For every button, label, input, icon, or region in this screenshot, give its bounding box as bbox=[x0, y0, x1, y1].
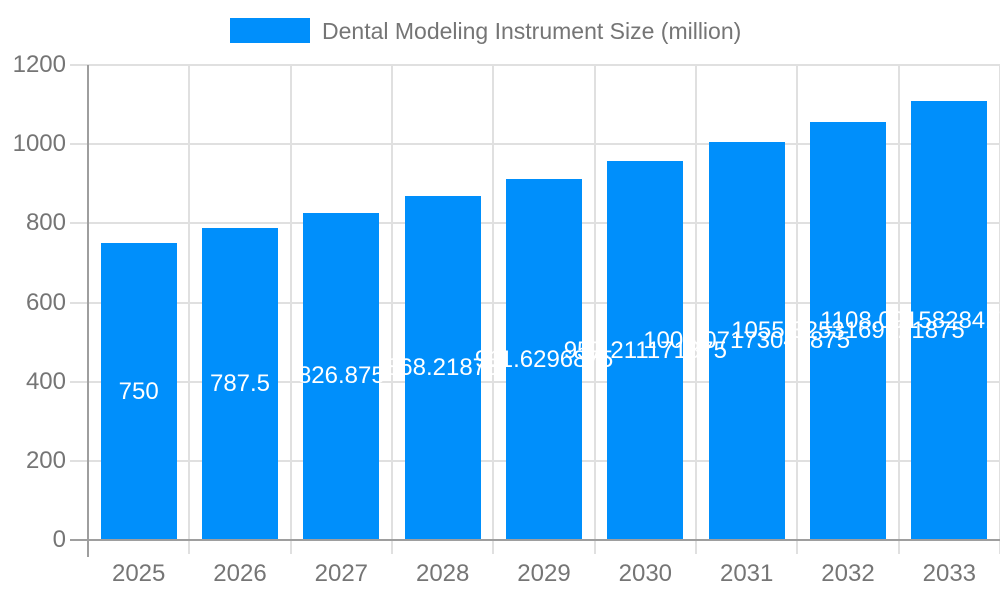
y-tick-label-600: 600 bbox=[25, 288, 66, 316]
x-tick-label-2026: 2026 bbox=[213, 560, 267, 587]
bar-2032[interactable] bbox=[810, 122, 886, 540]
y-gridline-1200 bbox=[70, 64, 1000, 66]
legend-swatch-icon[interactable] bbox=[230, 18, 310, 43]
y-axis-line bbox=[87, 65, 89, 557]
legend: Dental Modeling Instrument Size (million… bbox=[0, 0, 1000, 55]
y-tick-label-0: 0 bbox=[52, 526, 66, 553]
bar-value-label-2032: 1055.3253169921875 bbox=[731, 317, 965, 345]
x-tick-label-2029: 2029 bbox=[517, 560, 571, 587]
x-gridline-7 bbox=[796, 65, 799, 554]
x-gridline-3 bbox=[391, 65, 393, 554]
bar-value-label-2029: 911.6296875 bbox=[474, 345, 614, 373]
bar-2031[interactable] bbox=[708, 142, 785, 540]
bar-2033[interactable] bbox=[911, 101, 988, 540]
x-gridline-2 bbox=[289, 65, 292, 554]
y-tick-label-200: 200 bbox=[25, 446, 66, 474]
x-tick-label-2028: 2028 bbox=[415, 560, 470, 587]
bar-value-label-2027: 826.875 bbox=[297, 362, 385, 390]
bar-value-label-2026: 787.5 bbox=[209, 370, 271, 398]
x-tick-label-2031: 2031 bbox=[719, 560, 774, 587]
bar-value-label-2028: 868.21875 bbox=[385, 354, 500, 382]
bar-2030[interactable] bbox=[607, 161, 684, 540]
bar-2025[interactable] bbox=[100, 243, 177, 540]
x-gridline-5 bbox=[593, 65, 596, 554]
bar-2029[interactable] bbox=[506, 179, 582, 540]
y-gridline-1000 bbox=[70, 143, 1000, 146]
x-gridline-1 bbox=[188, 65, 191, 554]
y-tick-label-400: 400 bbox=[25, 367, 66, 395]
x-tick-label-2027: 2027 bbox=[314, 560, 369, 587]
bar-value-label-2033: 1108.091582841796875 bbox=[820, 306, 1000, 334]
bar-value-label-2030: 957.211171875 bbox=[563, 336, 727, 364]
x-gridline-6 bbox=[695, 65, 697, 554]
x-gridline-4 bbox=[492, 65, 495, 554]
x-tick-label-2030: 2030 bbox=[618, 560, 673, 587]
bar-value-label-2025: 750 bbox=[118, 377, 159, 405]
x-tick-label-2033: 2033 bbox=[922, 560, 977, 587]
y-tick-label-1200: 1200 bbox=[12, 51, 66, 78]
y-tick-label-800: 800 bbox=[25, 209, 66, 237]
x-gridline-8 bbox=[897, 65, 900, 554]
bar-2028[interactable] bbox=[404, 196, 481, 540]
y-gridline-0 bbox=[70, 539, 1000, 541]
y-tick-label-1000: 1000 bbox=[12, 130, 66, 158]
legend-label: Dental Modeling Instrument Size (million… bbox=[322, 18, 742, 44]
bar-2026[interactable] bbox=[202, 228, 278, 540]
x-tick-label-2025: 2025 bbox=[111, 560, 166, 587]
bar-2027[interactable] bbox=[303, 212, 380, 540]
x-tick-label-2032: 2032 bbox=[821, 560, 875, 587]
bar-value-label-2031: 1005.07173046875 bbox=[643, 327, 851, 355]
